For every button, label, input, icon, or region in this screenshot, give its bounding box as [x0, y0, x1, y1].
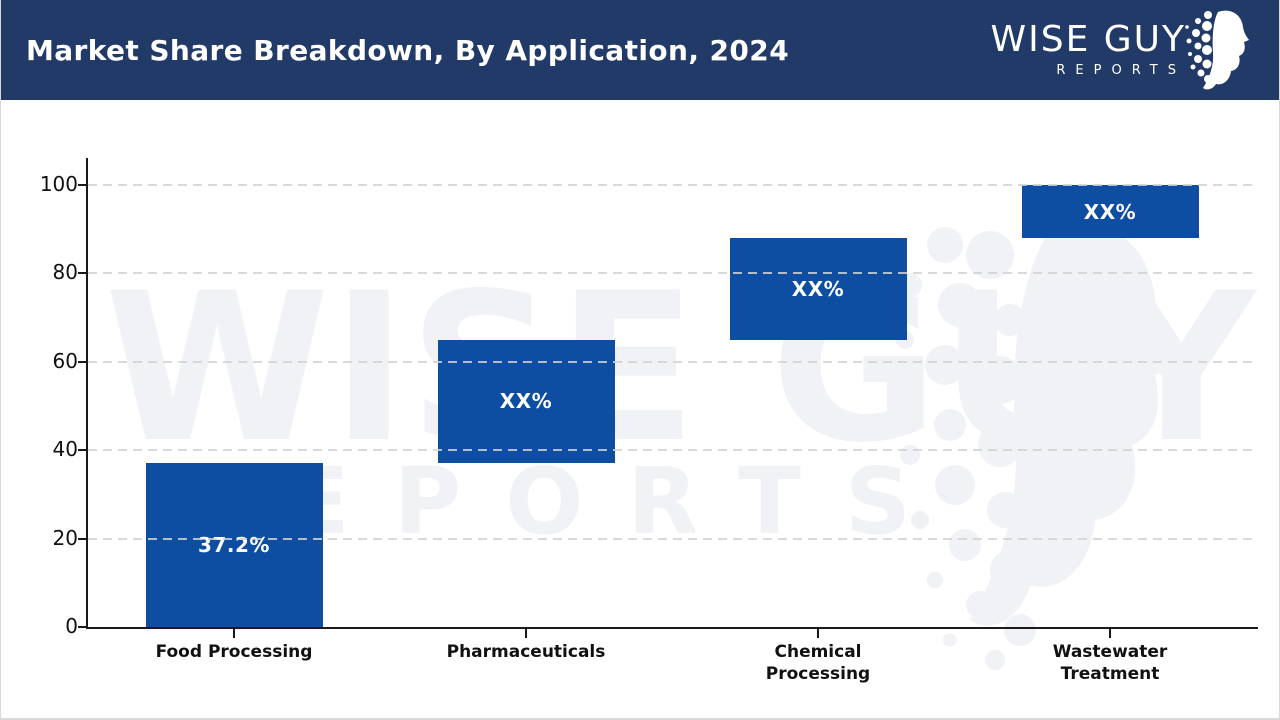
y-tick-mark [78, 537, 86, 540]
gridline [88, 184, 1256, 186]
bar-value-label: 37.2% [198, 532, 270, 557]
x-tick-mark [233, 629, 235, 638]
y-tick-mark [78, 626, 86, 628]
x-axis-line [86, 627, 1258, 629]
y-tick-mark [78, 184, 86, 186]
x-axis-label-3: Chemical Processing [765, 642, 871, 685]
bar-value-label: XX% [791, 276, 845, 301]
wise-guy-logo: WISE GUY REPORTS [991, 7, 1255, 93]
watermark-wordmark: WISE GUY [104, 250, 1257, 488]
y-tick-label: 80 [52, 260, 78, 285]
chart-area: WISE GUY REPORTS 0 20 40 60 80 100 37.2% Food P… [0, 100, 1280, 720]
y-tick-label: 0 [65, 614, 78, 638]
logo-wordmark: WISE GUY [990, 19, 1186, 60]
x-axis-label-4: Wastewater Treatment [1052, 642, 1168, 685]
gridline [88, 360, 1256, 363]
y-tick-label: 20 [52, 525, 78, 550]
y-axis-line [86, 158, 88, 629]
bar-pharmaceuticals: XX% [437, 339, 615, 463]
x-tick-mark [817, 629, 819, 638]
y-tick-mark [78, 449, 86, 452]
logo-subtitle: REPORTS [1056, 63, 1186, 78]
bar-value-label: XX% [1083, 199, 1137, 224]
y-tick-mark [78, 272, 86, 275]
bar-food-processing: 37.2% [145, 462, 323, 627]
logo-head-icon [1185, 10, 1249, 90]
gridline [88, 537, 1256, 540]
header-bar: Market Share Breakdown, By Application, … [0, 0, 1280, 100]
x-tick-mark [1109, 629, 1111, 638]
x-tick-mark [525, 629, 527, 638]
x-axis-label-1: Food Processing [155, 642, 313, 662]
gridline [88, 272, 1256, 275]
x-axis-label-2: Pharmaceuticals [446, 642, 606, 662]
y-tick-label: 40 [52, 437, 78, 462]
y-tick-label: 60 [52, 348, 78, 373]
y-tick-mark [78, 360, 86, 363]
bar-wastewater-treatment: XX% [1021, 185, 1199, 239]
gridline [88, 449, 1256, 452]
bar-chemical-processing: XX% [729, 238, 907, 340]
page-title: Market Share Breakdown, By Application, … [26, 33, 790, 67]
y-tick-label: 100 [39, 172, 78, 196]
bar-value-label: XX% [499, 389, 553, 414]
